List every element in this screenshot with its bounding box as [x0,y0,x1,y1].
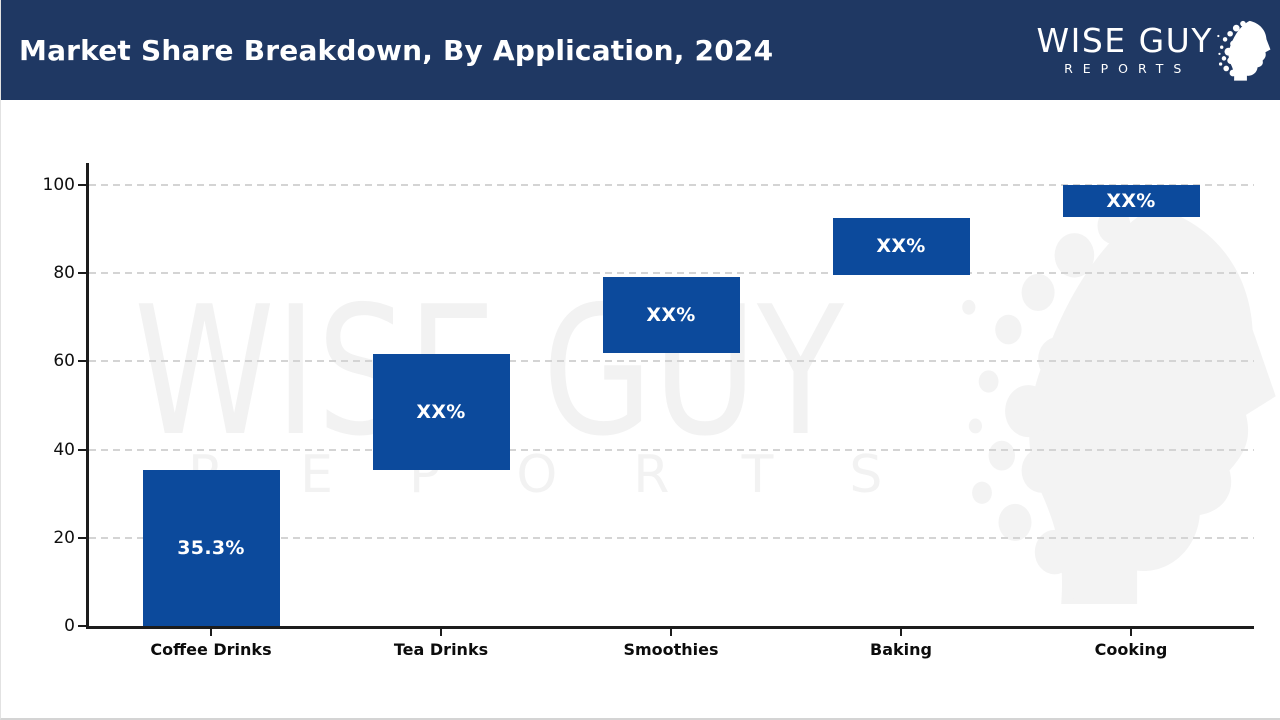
y-tick-label: 80 [53,263,75,284]
y-tick-label: 0 [64,616,75,636]
logo-text: WISE GUY REPORTS [1036,24,1213,76]
x-tick [440,629,442,636]
y-tick [78,536,86,539]
y-tick [78,184,86,186]
y-tick [78,272,86,275]
gridline-80 [89,272,1254,275]
y-tick-label: 40 [53,439,75,460]
y-tick [78,625,86,627]
bar-value-label: XX% [416,401,466,424]
bar-value-label: XX% [876,235,926,258]
bar-value-label: 35.3% [177,537,245,560]
bar-value-label: XX% [1106,189,1156,212]
logo-subtext: REPORTS [1064,61,1192,76]
gridline-20 [89,536,1254,539]
x-tick [210,629,212,636]
category-label: Smoothies [623,640,719,659]
header-bar: Market Share Breakdown, By Application, … [1,0,1280,100]
watermark-subtext: REPORTS [188,445,959,505]
y-tick [78,360,86,363]
category-label: Tea Drinks [393,640,489,659]
y-axis-line [86,163,89,629]
chart-title: Market Share Breakdown, By Application, … [19,33,774,67]
x-tick [900,629,902,636]
y-tick [78,448,86,451]
x-tick [1130,629,1132,636]
y-tick-label: 100 [42,175,75,195]
bar-smoothies: XX% [602,276,740,353]
y-tick-label: 20 [53,527,75,548]
gridline-40 [89,448,1254,451]
y-tick-label: 60 [53,351,75,372]
bar-tea-drinks: XX% [372,353,510,471]
category-label: Baking [870,640,932,659]
category-label: Cooking [1094,640,1168,659]
logo-wordmark: WISE GUY [1036,21,1213,60]
bar-cooking: XX% [1062,185,1200,217]
gridline-60 [89,360,1254,363]
x-tick [670,629,672,636]
x-axis-line [86,626,1254,629]
bar-value-label: XX% [646,303,696,326]
bar-coffee-drinks: 35.3% [142,470,280,626]
category-label: Coffee Drinks [150,640,272,659]
wise-guy-logo: WISE GUY REPORTS [1036,11,1271,89]
gridline-100 [89,184,1254,186]
bar-baking: XX% [832,218,970,275]
